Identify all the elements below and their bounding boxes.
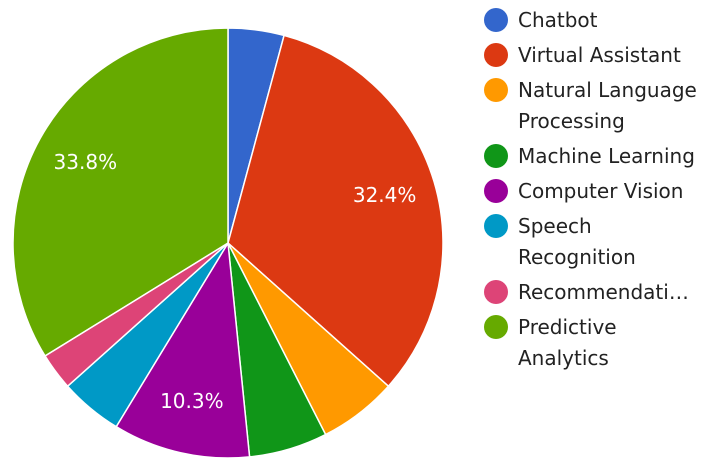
value-label: 32.4% <box>353 183 417 207</box>
legend-label: Virtual Assistant <box>518 43 681 67</box>
legend-label: Predictive Analytics <box>518 315 617 370</box>
legend-swatch <box>484 214 508 238</box>
legend-item: Computer Vision <box>484 176 713 207</box>
legend-swatch <box>484 8 508 32</box>
legend-label: Speech Recognition <box>518 214 636 269</box>
legend-label: Chatbot <box>518 8 598 32</box>
legend-swatch <box>484 43 508 67</box>
pie-area: 32.4% 10.3% 33.8% <box>12 27 444 459</box>
legend-swatch <box>484 179 508 203</box>
legend-label: Machine Learning <box>518 144 695 168</box>
legend-item: Natural Language Processing <box>484 75 713 137</box>
value-label: 33.8% <box>54 150 118 174</box>
legend-swatch <box>484 280 508 304</box>
slice <box>12 27 229 357</box>
value-label: 10.3% <box>160 389 224 413</box>
slice <box>227 34 444 388</box>
legend-swatch <box>484 78 508 102</box>
legend-item: Machine Learning <box>484 141 713 172</box>
legend-label: Recommendati… <box>518 280 689 304</box>
legend-item: Speech Recognition <box>484 211 713 273</box>
slice <box>115 240 251 459</box>
legend-label: Natural Language Processing <box>518 78 697 133</box>
legend: Chatbot Virtual Assistant Natural Language… <box>484 5 713 378</box>
legend-item: Predictive Analytics <box>484 312 713 374</box>
legend-item: Virtual Assistant <box>484 40 713 71</box>
legend-item: Recommendati… <box>484 277 713 308</box>
legend-swatch <box>484 315 508 339</box>
legend-item: Chatbot <box>484 5 713 36</box>
legend-swatch <box>484 144 508 168</box>
legend-label: Computer Vision <box>518 179 684 203</box>
